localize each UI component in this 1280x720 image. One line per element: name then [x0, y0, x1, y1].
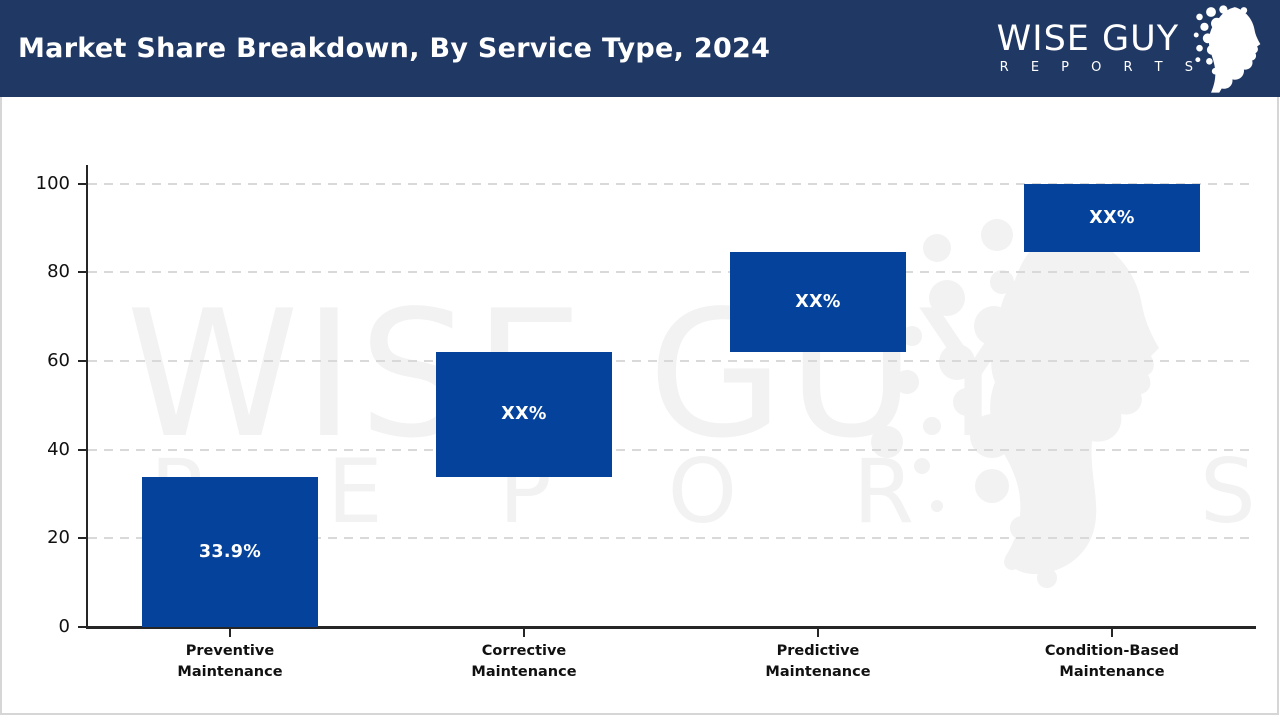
- x-tick-mark: [229, 629, 231, 637]
- bar-value-label: XX%: [1089, 207, 1135, 228]
- category-label-2: Corrective Maintenance: [394, 641, 654, 683]
- y-tick-mark: [78, 182, 87, 185]
- y-tick-label: 80: [47, 261, 70, 283]
- gridline-80: [88, 271, 1254, 274]
- category-label-line: Maintenance: [765, 664, 871, 680]
- wise-guy-logo: WISE GUY R E P O R T S: [997, 3, 1262, 95]
- y-tick-label: 60: [47, 349, 70, 371]
- y-tick-label: 0: [58, 616, 70, 637]
- gridline-40: [88, 448, 1254, 451]
- y-tick-label: 20: [47, 527, 70, 549]
- logo-face-icon: [1193, 4, 1261, 93]
- bar-4: XX%: [1024, 183, 1200, 253]
- x-tick-mark: [523, 629, 525, 637]
- bar-value-label: XX%: [795, 292, 841, 313]
- y-tick-mark: [78, 359, 87, 362]
- gridline-100: [88, 182, 1254, 185]
- y-tick-label: 100: [35, 172, 70, 194]
- category-label-line: Preventive: [185, 643, 275, 659]
- bar-2: XX%: [436, 352, 612, 477]
- watermark-face: [871, 219, 1159, 588]
- y-tick-label: 40: [47, 438, 70, 460]
- gridline-20: [88, 537, 1254, 540]
- logo-text: WISE GUY R E P O R T S: [996, 19, 1202, 76]
- bar-1: 33.9%: [142, 476, 318, 627]
- category-label-1: Preventive Maintenance: [100, 641, 360, 683]
- category-label-line: Corrective: [481, 643, 567, 659]
- y-tick-mark: [78, 626, 87, 628]
- category-label-line: Maintenance: [1059, 664, 1165, 680]
- bar-3: XX%: [730, 252, 906, 353]
- header-bar: Market Share Breakdown, By Service Type,…: [0, 0, 1280, 97]
- logo-subtext: R E P O R T S: [999, 60, 1202, 75]
- bar-value-label: XX%: [501, 404, 547, 425]
- y-axis-line: [86, 165, 88, 629]
- x-tick-mark: [817, 629, 819, 637]
- category-label-line: Predictive: [776, 643, 860, 659]
- bar-value-label: 33.9%: [198, 541, 262, 562]
- category-label-3: Predictive Maintenance: [688, 641, 948, 683]
- y-tick-mark: [78, 271, 87, 274]
- x-tick-mark: [1111, 629, 1113, 637]
- y-tick-mark: [78, 448, 87, 451]
- gridline-60: [88, 359, 1254, 362]
- x-axis-line: [86, 626, 1256, 629]
- category-label-line: Maintenance: [177, 664, 283, 680]
- logo-wordmark: WISE GUY: [996, 19, 1180, 59]
- y-tick-mark: [78, 537, 87, 540]
- category-label-line: Maintenance: [471, 664, 577, 680]
- category-label-4: Condition-Based Maintenance: [982, 641, 1242, 683]
- category-label-line: Condition-Based: [1044, 643, 1180, 659]
- page-title: Market Share Breakdown, By Service Type,…: [18, 33, 771, 64]
